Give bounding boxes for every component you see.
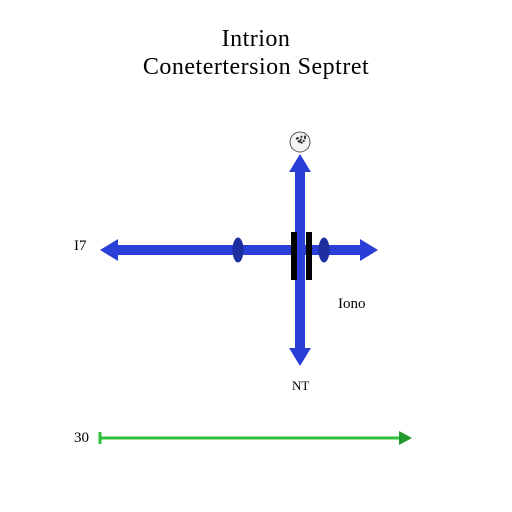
top-marker-dot: [290, 132, 310, 152]
label-right: Iono: [338, 296, 366, 313]
label-bottom: NT: [292, 378, 309, 394]
diagram-stage: { "title": { "line1": "Intrion", "line2"…: [0, 0, 512, 512]
green-number-line: [100, 431, 412, 445]
label-axis-val: 30: [74, 430, 89, 447]
label-left: I7: [74, 238, 87, 255]
